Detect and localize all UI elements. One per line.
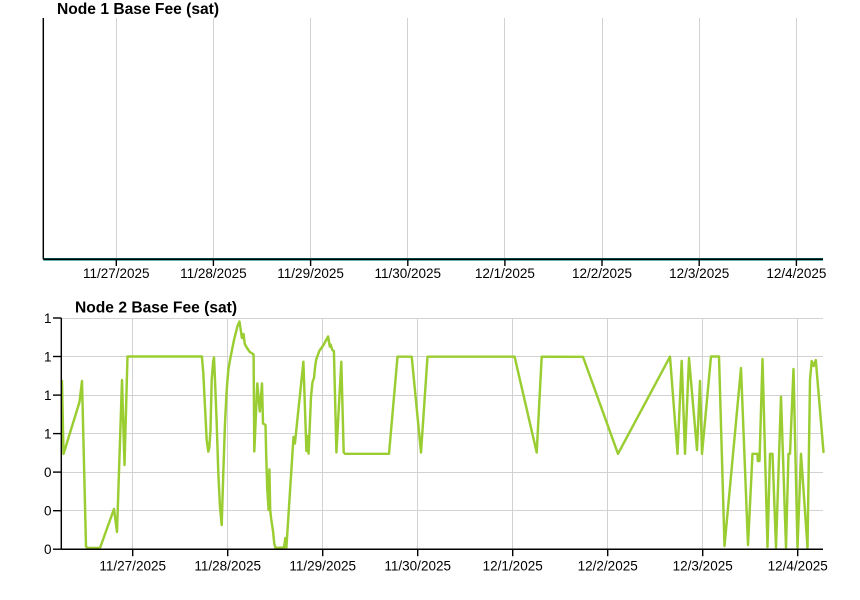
svg-text:1: 1 [44,349,52,364]
svg-text:11/29/2025: 11/29/2025 [277,266,344,281]
svg-text:11/30/2025: 11/30/2025 [375,266,442,281]
svg-text:1: 1 [44,311,52,326]
svg-text:12/4/2025: 12/4/2025 [766,266,826,281]
svg-text:11/30/2025: 11/30/2025 [384,558,451,573]
svg-text:11/27/2025: 11/27/2025 [99,558,166,573]
svg-text:11/27/2025: 11/27/2025 [83,266,150,281]
svg-text:12/2/2025: 12/2/2025 [578,558,638,573]
svg-text:12/3/2025: 12/3/2025 [669,266,729,281]
svg-text:11/29/2025: 11/29/2025 [289,558,356,573]
svg-text:Node 2 Base Fee (sat): Node 2 Base Fee (sat) [75,299,237,316]
svg-text:11/28/2025: 11/28/2025 [180,266,247,281]
svg-text:0: 0 [44,465,52,480]
svg-text:12/2/2025: 12/2/2025 [572,266,632,281]
svg-text:0: 0 [44,504,52,519]
svg-text:12/1/2025: 12/1/2025 [483,558,543,573]
svg-text:1: 1 [44,427,52,442]
svg-text:0: 0 [44,542,52,557]
svg-text:11/28/2025: 11/28/2025 [194,558,261,573]
svg-text:Node 1 Base Fee (sat): Node 1 Base Fee (sat) [57,1,219,18]
svg-text:12/4/2025: 12/4/2025 [768,558,828,573]
svg-text:12/3/2025: 12/3/2025 [673,558,733,573]
svg-text:12/1/2025: 12/1/2025 [475,266,535,281]
svg-text:1: 1 [44,388,52,403]
